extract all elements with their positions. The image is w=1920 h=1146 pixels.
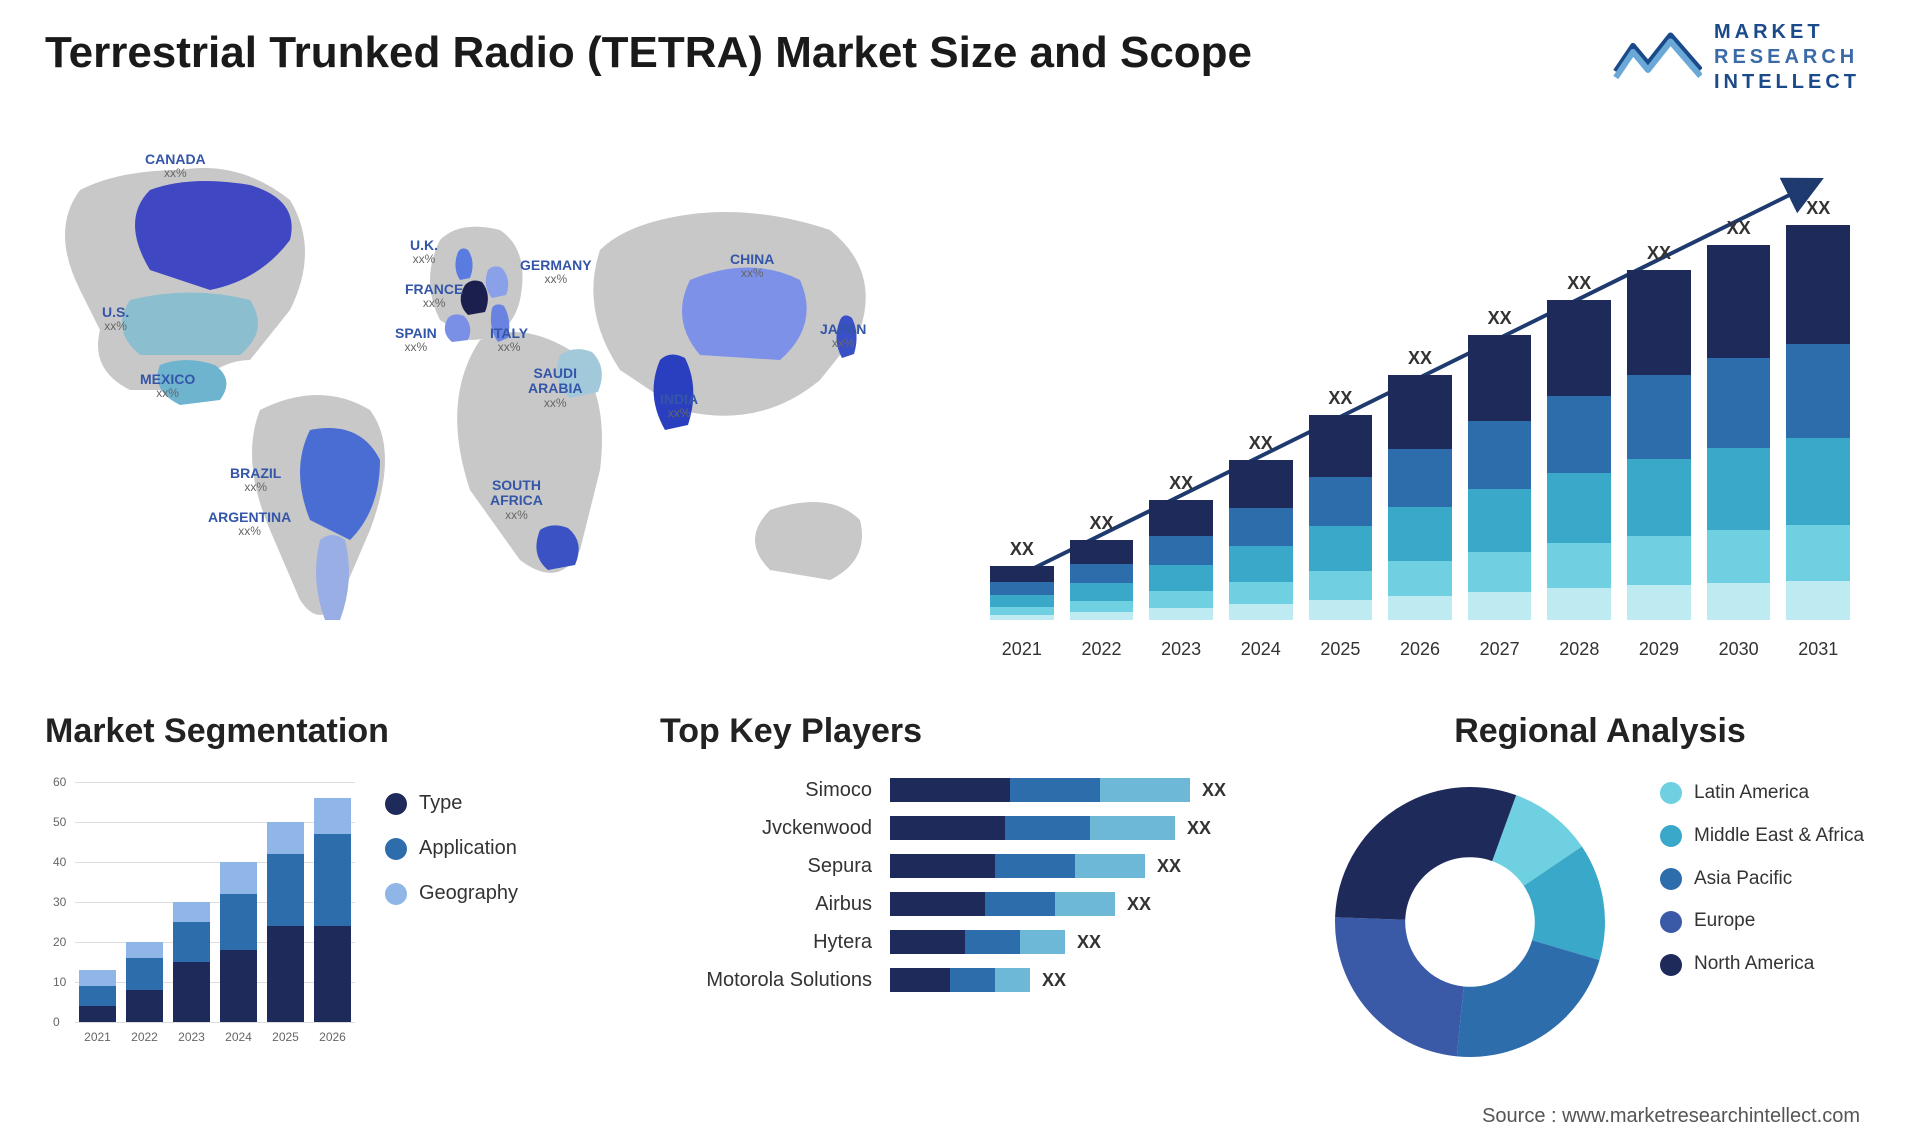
map-label-germany: GERMANYxx% [520,258,592,287]
map-label-mexico: MEXICOxx% [140,372,195,401]
segmentation-panel: Market Segmentation 0 10 20 30 40 50 60 2021 20… [45,712,575,1062]
map-label-italy: ITALYxx% [490,326,528,355]
seg-ytick: 30 [53,895,66,909]
map-label-saudi-arabia: SAUDI ARABIAxx% [528,366,582,410]
donut-slice-asia-pacific [1457,940,1600,1057]
page-title: Terrestrial Trunked Radio (TETRA) Market… [45,28,1252,78]
growth-xlabel: 2023 [1149,639,1213,660]
seg-xlabel: 2024 [220,1030,257,1044]
growth-xlabel: 2021 [990,639,1054,660]
reg-legend-item: Latin America [1660,782,1864,805]
growth-bar-2029: XX [1627,243,1691,620]
growth-xlabel: 2027 [1468,639,1532,660]
reg-legend-item: Europe [1660,910,1864,933]
growth-xlabel: 2029 [1627,639,1691,660]
growth-xlabel: 2024 [1229,639,1293,660]
seg-ytick: 40 [53,855,66,869]
seg-bar-2026 [314,798,351,1022]
regional-donut [1320,772,1620,1072]
brand-logo: MARKET RESEARCH INTELLECT [1612,20,1860,95]
logo-word-1: MARKET [1714,20,1860,45]
logo-mark-icon [1612,25,1702,90]
source-attribution: Source : www.marketresearchintellect.com [1482,1105,1860,1128]
seg-legend-item: Type [385,792,518,815]
map-label-south-africa: SOUTH AFRICAxx% [490,478,543,522]
seg-legend-item: Application [385,837,518,860]
map-label-argentina: ARGENTINAxx% [208,510,291,539]
seg-xlabel: 2023 [173,1030,210,1044]
growth-xlabel: 2030 [1707,639,1771,660]
logo-word-3: INTELLECT [1714,70,1860,95]
map-label-canada: CANADAxx% [145,152,206,181]
seg-ytick: 10 [53,975,66,989]
segmentation-title: Market Segmentation [45,712,575,751]
growth-bar-2028: XX [1547,273,1611,620]
regional-panel: Regional Analysis Latin America Middle Ea… [1320,712,1880,1082]
growth-bar-2031: XX [1786,198,1850,620]
seg-xlabel: 2021 [79,1030,116,1044]
map-label-france: FRANCExx% [405,282,463,311]
map-country-argentina [316,535,349,620]
seg-bar-2023 [173,902,210,1022]
reg-legend-item: Middle East & Africa [1660,825,1864,848]
logo-word-2: RESEARCH [1714,45,1860,70]
key-players-title: Top Key Players [660,712,1260,751]
growth-chart: XXXXXXXXXXXXXXXXXXXXXX 20212022202320242… [980,160,1860,660]
kp-row-sepura: SepuraXX [660,854,1260,878]
kp-row-simoco: SimocoXX [660,778,1260,802]
seg-ytick: 60 [53,775,66,789]
map-label-brazil: BRAZILxx% [230,466,281,495]
growth-xlabel: 2026 [1388,639,1452,660]
growth-bar-2024: XX [1229,433,1293,620]
map-label-india: INDIAxx% [660,392,698,421]
growth-bar-2026: XX [1388,348,1452,620]
seg-ytick: 0 [53,1015,60,1029]
seg-xlabel: 2026 [314,1030,351,1044]
kp-row-hytera: HyteraXX [660,930,1260,954]
growth-xlabel: 2025 [1309,639,1373,660]
seg-legend-item: Geography [385,882,518,905]
reg-legend-item: North America [1660,953,1864,976]
growth-bar-2022: XX [1070,513,1134,620]
map-label-u-k-: U.K.xx% [410,238,438,267]
seg-bar-2021 [79,970,116,1022]
map-label-u-s-: U.S.xx% [102,305,129,334]
world-map-panel: CANADAxx% U.S.xx% MEXICOxx% BRAZILxx% ARGENT… [40,130,920,670]
donut-slice-north-america [1335,787,1516,920]
map-country-us [122,293,258,356]
growth-xlabel: 2031 [1786,639,1850,660]
map-country-china [682,268,807,361]
segmentation-chart: 0 10 20 30 40 50 60 2021 2022 2023 2024 2025 2026 [45,774,355,1044]
seg-ytick: 20 [53,935,66,949]
growth-bar-2030: XX [1707,218,1771,620]
growth-bar-2027: XX [1468,308,1532,620]
map-label-spain: SPAINxx% [395,326,437,355]
key-players-panel: Top Key Players SimocoXX JvckenwoodXX Sepu… [660,712,1260,1072]
seg-xlabel: 2022 [126,1030,163,1044]
growth-bar-2025: XX [1309,388,1373,620]
regional-title: Regional Analysis [1320,712,1880,751]
map-label-china: CHINAxx% [730,252,774,281]
donut-slice-europe [1335,917,1464,1056]
seg-bar-2022 [126,942,163,1022]
map-label-japan: JAPANxx% [820,322,866,351]
segmentation-legend: Type Application Geography [385,792,518,905]
seg-bar-2025 [267,822,304,1022]
growth-bar-2021: XX [990,539,1054,620]
kp-row-motorola-solutions: Motorola SolutionsXX [660,968,1260,992]
reg-legend-item: Asia Pacific [1660,868,1864,891]
regional-legend: Latin America Middle East & Africa Asia Pa… [1660,782,1864,976]
map-country-france [461,281,488,315]
growth-xlabel: 2022 [1070,639,1134,660]
kp-row-jvckenwood: JvckenwoodXX [660,816,1260,840]
seg-bar-2024 [220,862,257,1022]
seg-xlabel: 2025 [267,1030,304,1044]
growth-bar-2023: XX [1149,473,1213,620]
kp-row-airbus: AirbusXX [660,892,1260,916]
seg-ytick: 50 [53,815,66,829]
growth-xlabel: 2028 [1547,639,1611,660]
